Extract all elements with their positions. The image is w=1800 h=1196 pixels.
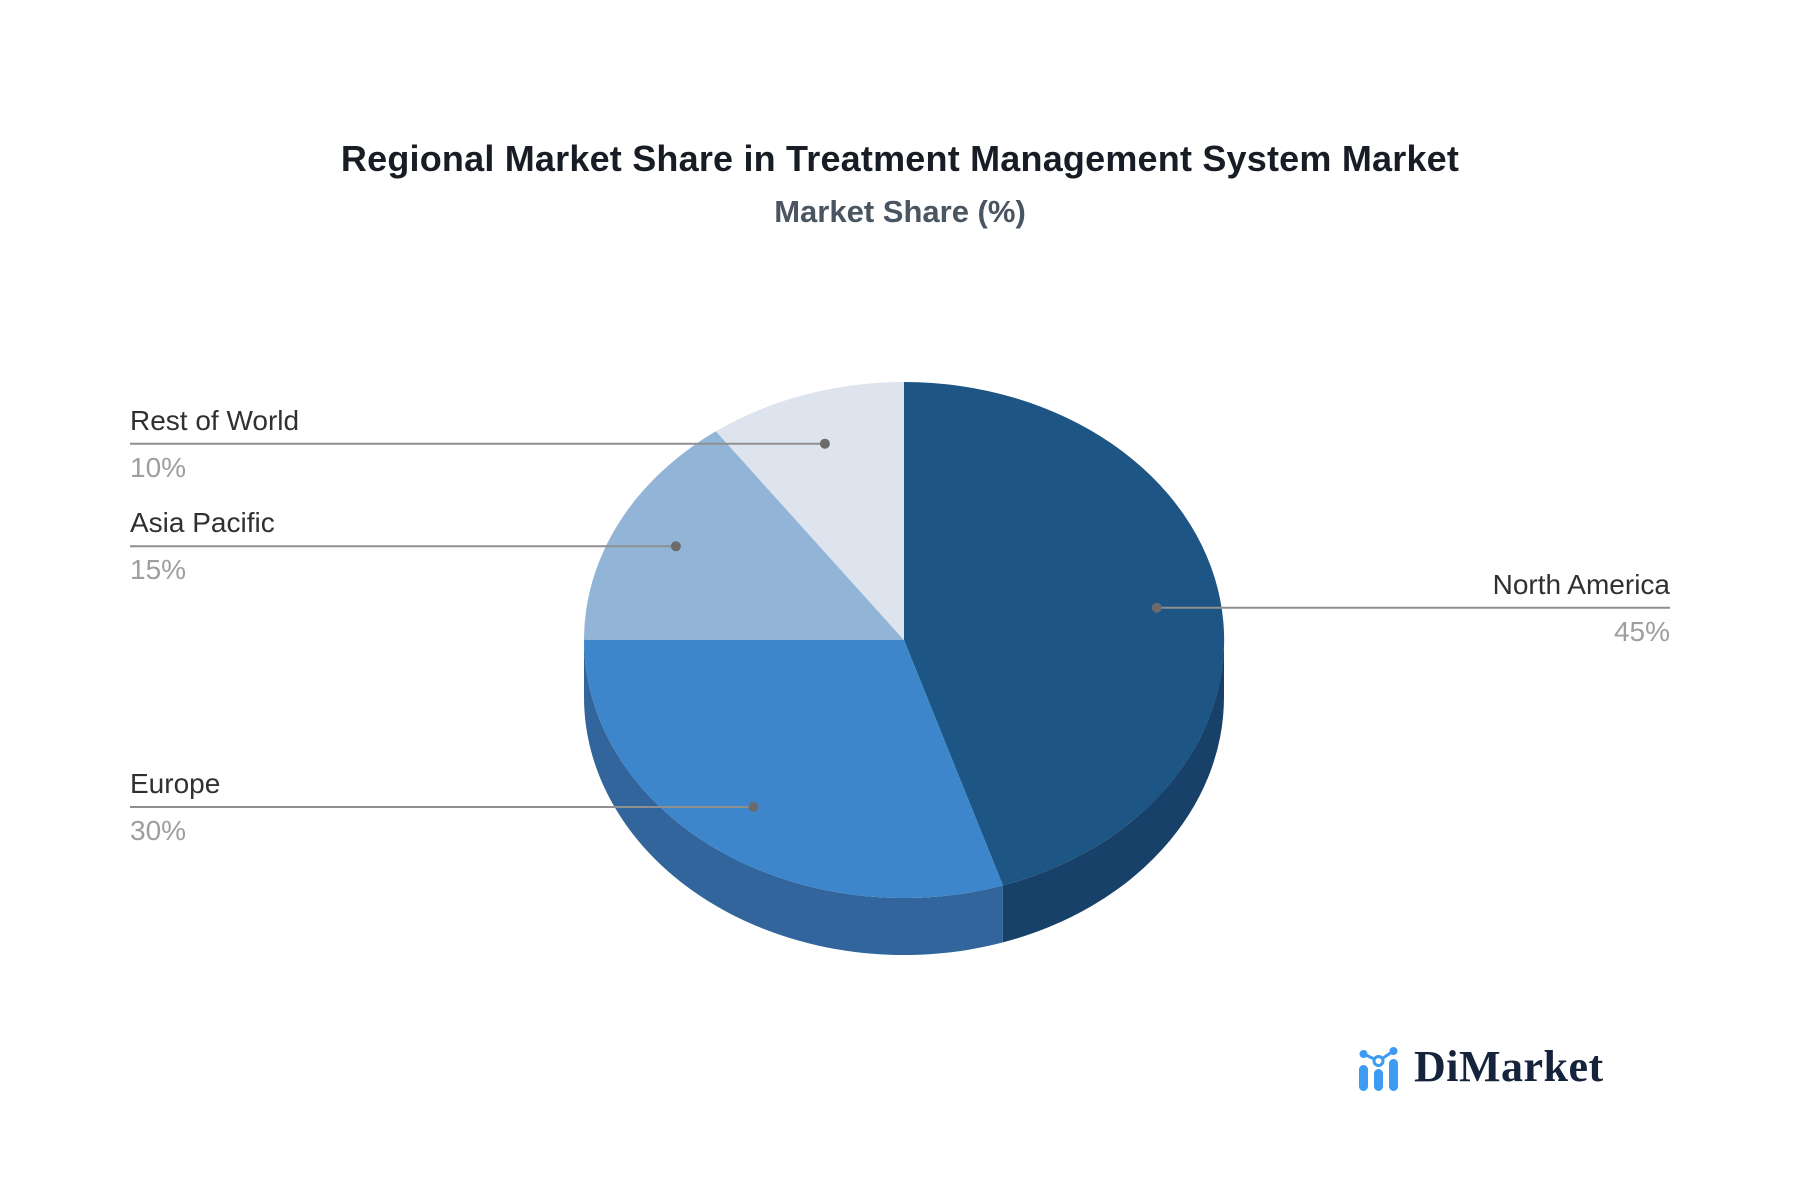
pie-slice-asia-pacific [584,431,904,640]
slice-percent-asia-pacific: 15% [130,554,187,586]
slice-label-asia-pacific: Asia Pacific [130,507,275,539]
slice-percent-europe: 30% [130,814,187,846]
leader-dot-europe [748,802,759,812]
slice-label-europe: Europe [130,767,221,799]
slice-label-north-america: North America [1492,568,1670,600]
logo-text: DiMarket [1414,1042,1604,1091]
slice-percent-north-america: 45% [1613,615,1670,647]
leader-dot-north-america [1151,602,1162,613]
pie-rim-europe [583,640,1003,956]
pie-rim-north-america [1002,640,1224,943]
chart-subtitle: Market Share (%) [774,194,1026,229]
slice-label-rest-of-world: Rest of World [130,404,300,436]
chart-title: Regional Market Share in Treatment Manag… [340,138,1460,179]
pie-slice-europe [583,640,1003,899]
slice-percent-rest-of-world: 10% [130,451,187,483]
leader-dot-asia-pacific [670,541,681,552]
leader-dot-rest-of-world [819,438,830,449]
bar-line-chart-icon [1359,1047,1398,1091]
pie-slice-rest-of-world [715,382,904,640]
dimarket-logo: DiMarket [1358,1042,1604,1094]
pie-slice-north-america [904,381,1225,886]
